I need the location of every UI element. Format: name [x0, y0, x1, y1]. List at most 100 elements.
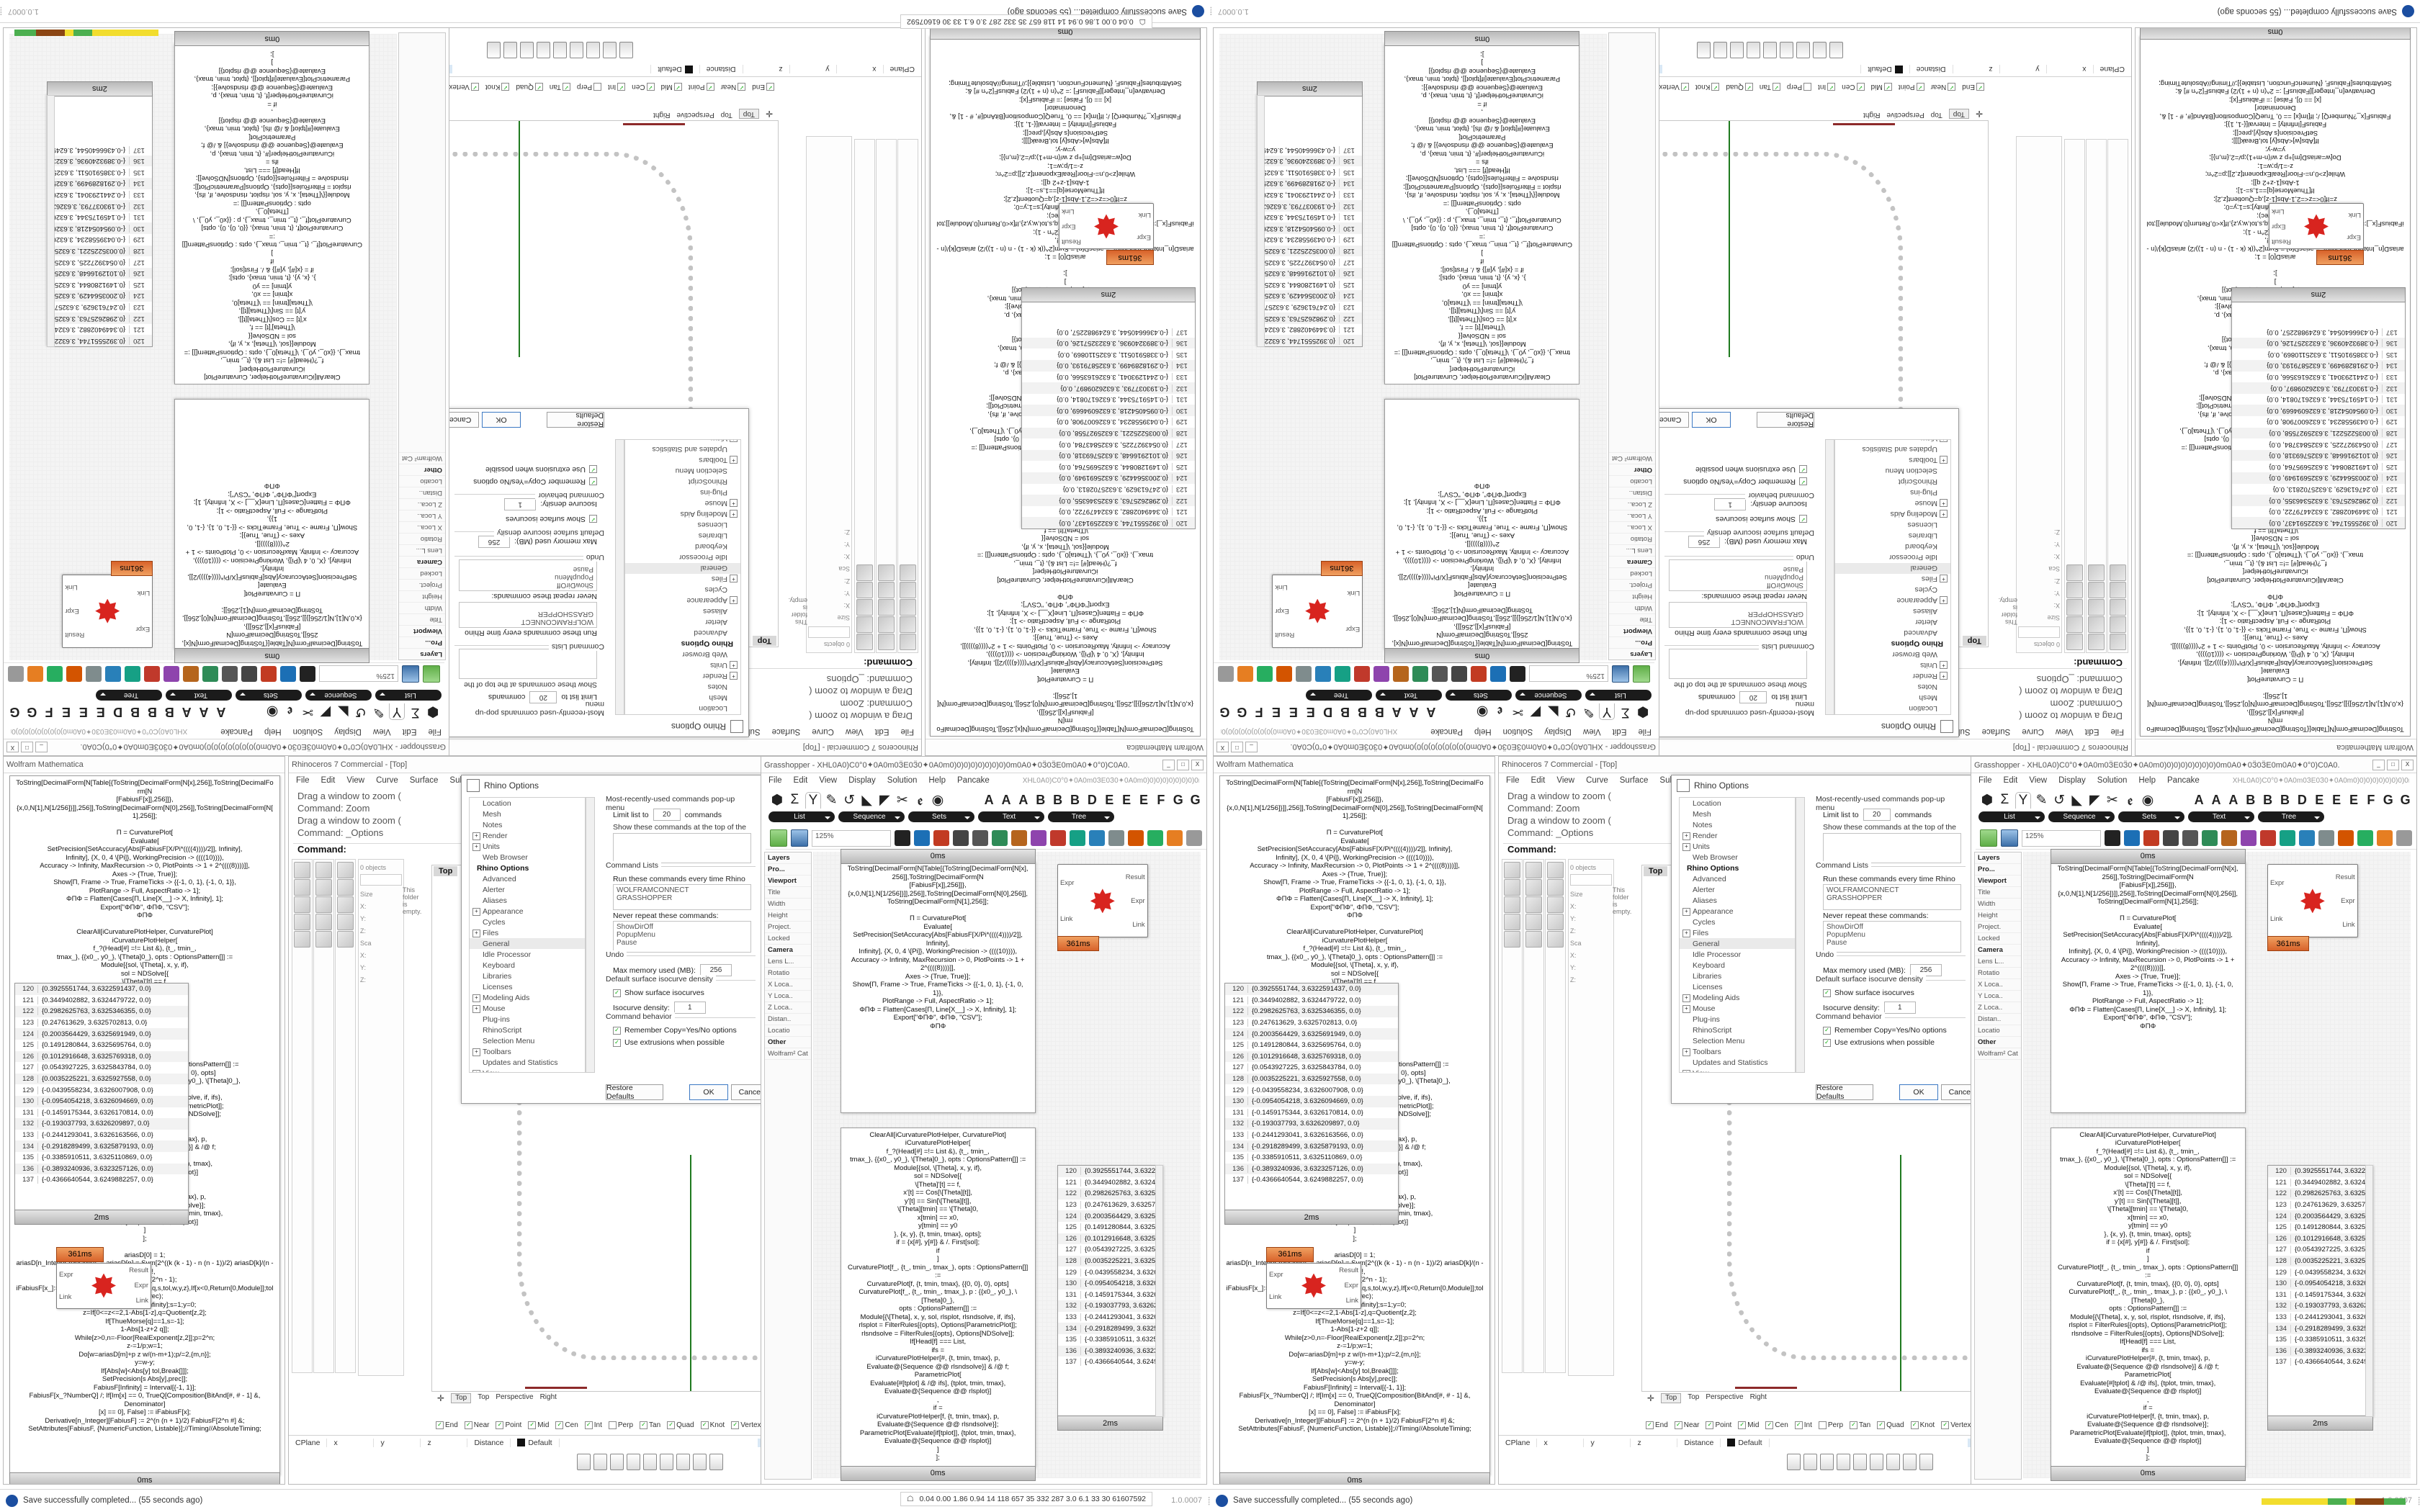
isocurve-density-input[interactable]: 1 — [673, 1002, 706, 1014]
bottom-strip-icon-2[interactable] — [610, 1454, 624, 1470]
osnap-checkbox-vertex[interactable]: ✓ — [470, 83, 479, 91]
options-tree-item-files[interactable]: + Files — [625, 574, 740, 585]
sidebar-prop-locatio[interactable]: Locatio — [1609, 475, 1655, 487]
left-wolfram-output-expr[interactable]: Expr — [1344, 1281, 1358, 1290]
gh-tool-icon-6[interactable] — [1393, 666, 1409, 682]
expand-icon[interactable]: + — [472, 1005, 480, 1013]
gh-tool-icon-10[interactable] — [2299, 830, 2315, 846]
gh-glyph-row[interactable]: ⬢ Σ Υ ✎ ↺ ◣ ◤ ✂ ꬲ ◉ A A A B B B D E E E F G G — [4, 701, 444, 724]
viewport-tab-1[interactable]: Top — [1688, 1393, 1700, 1401]
gh-tool-icon-0[interactable] — [895, 830, 910, 846]
gh-component-glyph-0[interactable]: A — [2194, 792, 2204, 807]
osnap-checkbox-knot[interactable]: ✓ — [1711, 83, 1720, 91]
viewport-label[interactable]: Top — [1962, 636, 1986, 646]
name-field[interactable] — [808, 626, 850, 638]
options-tree-item-modeling-aids[interactable]: + Modeling Aids — [625, 509, 740, 520]
options-tree-item-units[interactable]: + Units — [1835, 660, 1950, 671]
viewport-tab-2[interactable]: Perspective — [1886, 111, 1924, 119]
palette-icon-2-2[interactable] — [337, 896, 354, 913]
options-tree-item-units[interactable]: + Units — [625, 660, 740, 671]
left-wolfram-input-expr[interactable]: Expr — [1269, 1270, 1283, 1279]
isocurve-show-checkbox[interactable]: ✓ — [1799, 515, 1807, 523]
bottom-strip-icon-4[interactable] — [1763, 42, 1777, 58]
gh-palette-glyph-8[interactable]: ꬲ — [917, 793, 923, 809]
gh-tool-icon-11[interactable] — [2318, 830, 2334, 846]
osnap-cen[interactable]: ✓ Cen — [1765, 1421, 1788, 1429]
sidebar-wolfram-cat[interactable]: Wolfram² Cat — [765, 1048, 811, 1060]
wolfram-component[interactable]: Expr Link Result Expr Link — [1272, 574, 1363, 648]
osnap-mid[interactable]: ✓ Mid — [661, 83, 682, 91]
expand-icon[interactable]: + — [1682, 843, 1690, 851]
menu-item-view[interactable]: View — [1556, 776, 1575, 785]
options-tree-item-general[interactable]: General — [1680, 938, 1795, 949]
status-cplane[interactable]: CPlane — [1499, 1438, 1538, 1447]
never-repeat-list[interactable]: ShowDirOff PopupMenu Pause — [613, 921, 751, 953]
minimize-icon[interactable]: _ — [1162, 759, 1175, 770]
isocurve-show-checkbox[interactable]: ✓ — [1823, 989, 1831, 997]
gh-tool-icon-0[interactable] — [300, 666, 315, 682]
wolfram-input-expr[interactable]: Expr — [135, 625, 151, 634]
gh-canvas[interactable]: ClearAll[iCurvaturePlotHelper, Curvature… — [2023, 848, 2411, 1481]
gh-component-glyph-0[interactable]: A — [216, 705, 226, 720]
tool-palette-0[interactable] — [292, 859, 313, 1373]
behavior-checkbox-1[interactable]: ✓ — [1823, 1038, 1831, 1047]
gh-palette-glyph-8[interactable]: ꬲ — [2127, 793, 2133, 809]
sidebar-prop-title[interactable]: Title — [1609, 613, 1655, 625]
bottom-strip-icon-0[interactable] — [619, 42, 633, 58]
osnap-checkbox-quad[interactable]: ✓ — [1744, 83, 1753, 91]
sidebar-prop-lensl[interactable]: Lens L... — [765, 956, 811, 968]
options-tree-item-files[interactable]: + Files — [1835, 574, 1950, 585]
palette-icon-2-2[interactable] — [2066, 599, 2083, 616]
left-data-table[interactable]: 120 {0.3925551744, 3.6322591437, 0.0} 121{… — [1021, 301, 1196, 529]
behavior-row-1[interactable]: ✓ Use extrusions when possible — [613, 1038, 725, 1047]
gh-component-glyph-2[interactable]: A — [1392, 705, 1402, 720]
palette-icon-2-0[interactable] — [856, 634, 873, 650]
gh-tool-icon-8[interactable] — [1354, 666, 1370, 682]
gh-palette-glyph-9[interactable]: ◉ — [266, 704, 279, 720]
gh-menu-view[interactable]: View — [2029, 776, 2048, 785]
options-tree-item-alerter[interactable]: Alerter — [1680, 884, 1795, 895]
tool-palette-1[interactable] — [876, 139, 897, 653]
tool-palette-2[interactable] — [1545, 859, 1566, 1373]
left-data-table[interactable]: 120 {0.3925551744, 3.6322591437, 0.0} 121{… — [14, 983, 189, 1211]
options-tree-item-modeling-aids[interactable]: + Modeling Aids — [1835, 509, 1950, 520]
resize-grip-icon[interactable]: ⣿ — [1210, 6, 1213, 17]
left-wolfram-input-link[interactable]: Link — [1138, 211, 1151, 220]
sidebar-prop-yloca[interactable]: Y Loca.. — [399, 510, 445, 521]
osnap-vertex[interactable]: ✓ Vertex — [1659, 83, 1689, 91]
sidebar-prop-rotatio[interactable]: Rotatio — [1609, 533, 1655, 544]
gh-component-glyph-11[interactable]: G — [1237, 705, 1247, 720]
rhino-options-dialog[interactable]: Rhino Options Location Mesh Notes + Render + Un… — [1614, 408, 1959, 737]
gh-component-glyph-7[interactable]: E — [96, 705, 105, 720]
options-tree-item-mouse[interactable]: + Mouse — [1835, 498, 1950, 509]
gh-toolbar[interactable]: 125% — [766, 827, 1206, 850]
palette-icon-2-0[interactable] — [2066, 634, 2083, 650]
gh-code-panel-2[interactable]: ToString[DecimalForm[N[Table[{ToString[D… — [840, 861, 1036, 1114]
mru-show-list[interactable] — [1823, 833, 1961, 863]
gh-menu-help[interactable]: Help — [264, 727, 282, 736]
viewport-tab-1[interactable]: Top — [720, 111, 732, 119]
osnap-near[interactable]: ✓ Near — [1674, 1421, 1699, 1429]
osnap-near[interactable]: ✓ Near — [464, 1421, 489, 1429]
tool-palette-2[interactable] — [854, 139, 875, 653]
isocurve-density-input[interactable]: 1 — [1714, 498, 1747, 510]
expand-icon[interactable]: + — [472, 930, 480, 937]
options-tree-item-idle-processor[interactable]: Idle Processor — [470, 949, 585, 960]
options-tree[interactable]: Location Mesh Notes + Render + Units Web Browse… — [624, 439, 741, 715]
options-tree-item-alerter[interactable]: Alerter — [470, 884, 585, 895]
left-wolfram-input-link[interactable]: Link — [2348, 211, 2361, 220]
options-tree-item-general[interactable]: General — [470, 938, 585, 949]
sidebar-prop-rotatio[interactable]: Rotatio — [765, 968, 811, 979]
gh-tool-icon-2[interactable] — [2143, 830, 2159, 846]
osnap-vertex[interactable]: ✓ Vertex — [1941, 1421, 1971, 1429]
gh-palette-glyph-6[interactable]: ◤ — [879, 792, 890, 808]
gh-menu-file[interactable]: File — [768, 776, 782, 785]
gh-tool-icon-11[interactable] — [1296, 666, 1312, 682]
sidebar-prop-locatio[interactable]: Locatio — [399, 475, 445, 487]
options-tree-item-location[interactable]: Location — [1835, 703, 1950, 714]
palette-icon-1-4[interactable] — [878, 564, 895, 581]
osnap-checkbox-cen[interactable]: ✓ — [555, 1421, 564, 1429]
bottom-strip-icon-1[interactable] — [603, 42, 617, 58]
options-tree-item-render[interactable]: + Render — [1835, 671, 1950, 682]
gh-component-glyph-4[interactable]: B — [1053, 792, 1063, 807]
